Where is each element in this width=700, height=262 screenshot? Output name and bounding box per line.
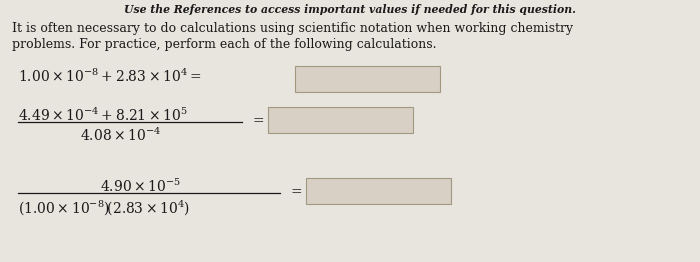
Text: problems. For practice, perform each of the following calculations.: problems. For practice, perform each of … [12, 38, 437, 51]
Text: $4.49 \times 10^{-4} + 8.21 \times 10^{5}$: $4.49 \times 10^{-4} + 8.21 \times 10^{5… [18, 107, 188, 124]
Text: $4.08 \times 10^{-4}$: $4.08 \times 10^{-4}$ [80, 127, 162, 144]
Text: $\left(1.00 \times 10^{-8}\right)\!\left(2.83 \times 10^{4}\right)$: $\left(1.00 \times 10^{-8}\right)\!\left… [18, 198, 190, 217]
Text: $=$: $=$ [288, 183, 303, 197]
FancyBboxPatch shape [268, 107, 413, 133]
Text: Use the References to access important values if needed for this question.: Use the References to access important v… [124, 4, 576, 15]
Text: $1.00 \times 10^{-8} + 2.83 \times 10^{4} =$: $1.00 \times 10^{-8} + 2.83 \times 10^{4… [18, 68, 202, 85]
FancyBboxPatch shape [306, 178, 451, 204]
Text: $=$: $=$ [250, 112, 265, 126]
Text: It is often necessary to do calculations using scientific notation when working : It is often necessary to do calculations… [12, 22, 573, 35]
Text: $4.90 \times 10^{-5}$: $4.90 \times 10^{-5}$ [100, 178, 181, 195]
FancyBboxPatch shape [295, 66, 440, 92]
